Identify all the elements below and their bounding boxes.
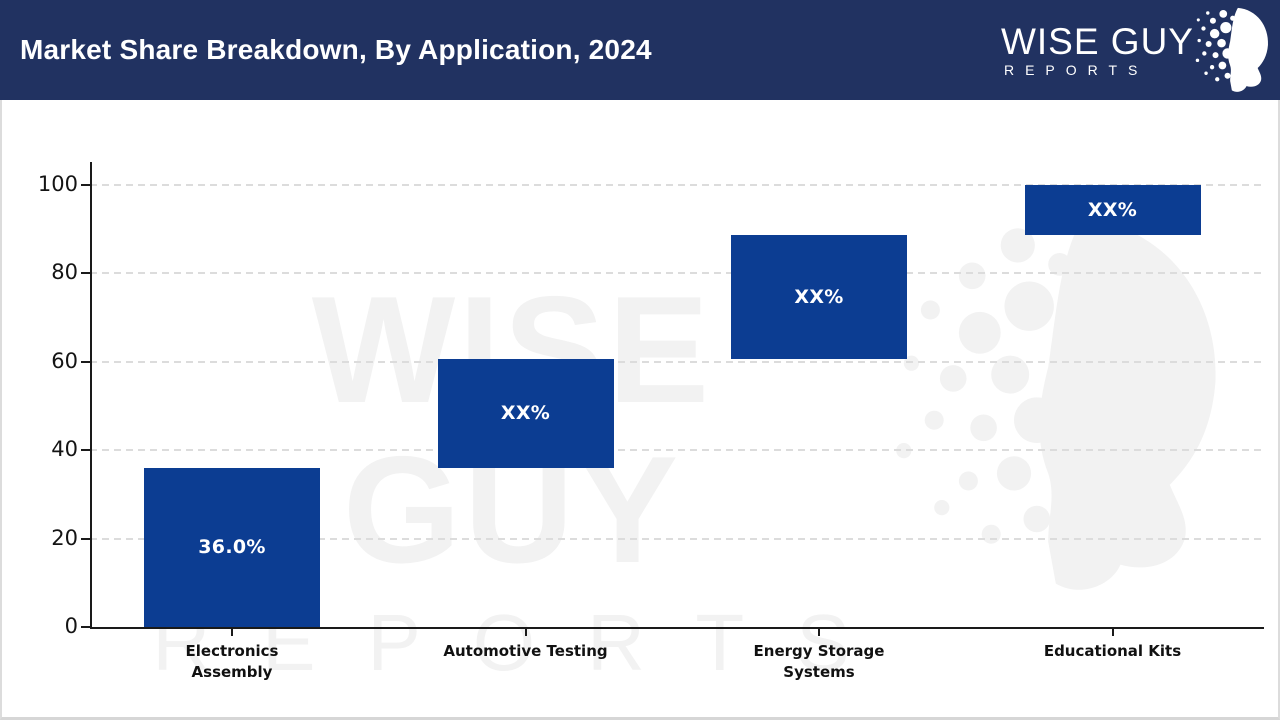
y-tick-0 — [81, 626, 90, 628]
wiseguy-head-icon — [1195, 7, 1269, 92]
y-tick-label-40: 40 — [51, 437, 78, 461]
x-tick-2 — [524, 627, 527, 636]
y-tick-label-20: 20 — [51, 525, 78, 550]
bar-value-label: XX% — [794, 286, 844, 309]
x-tick-3 — [818, 627, 820, 636]
bar-value-label: 36.0% — [198, 536, 266, 559]
watermark-head-icon — [896, 218, 1216, 590]
bar-segment-1: 36.0% — [144, 467, 320, 627]
x-axis-line — [90, 627, 1264, 629]
category-label-4: Educational Kits — [1043, 642, 1182, 660]
category-label-3: Energy Storage Systems — [753, 642, 885, 681]
gridline-20 — [90, 537, 1264, 540]
page-title: Market Share Breakdown, By Application, … — [20, 34, 652, 65]
y-tick-20 — [81, 537, 90, 540]
x-tick-4 — [1111, 627, 1114, 636]
gridline-40 — [90, 449, 1264, 451]
y-tick-80 — [81, 272, 90, 274]
chart-area: WISE GUY REPORTS 0 20 40 60 80 100 36.0% Electr… — [0, 100, 1280, 720]
x-tick-1 — [231, 627, 233, 636]
y-tick-label-100: 100 — [37, 171, 78, 196]
header-bar: Market Share Breakdown, By Application, … — [0, 0, 1280, 100]
y-tick-40 — [81, 449, 90, 451]
gridline-80 — [90, 272, 1264, 274]
y-tick-60 — [81, 360, 90, 363]
bar-value-label: XX% — [1087, 198, 1138, 221]
bar-segment-3: XX% — [731, 235, 907, 360]
brand-name: WISE GUY — [1000, 20, 1194, 62]
gridline-100 — [90, 183, 1264, 186]
y-tick-label-0: 0 — [64, 614, 78, 638]
gridline-60 — [90, 360, 1264, 363]
bar-segment-4: XX% — [1024, 184, 1201, 236]
bar-value-label: XX% — [500, 402, 551, 425]
bar-segment-2: XX% — [437, 359, 614, 468]
y-tick-100 — [81, 183, 90, 186]
category-label-2: Automotive Testing — [443, 642, 608, 660]
brand-subname: REPORTS — [1003, 61, 1149, 78]
category-label-1: Electronics Assembly — [185, 642, 279, 681]
y-tick-label-60: 60 — [51, 348, 78, 373]
brand-logo: WISE GUY REPORTS — [1001, 4, 1274, 96]
y-tick-label-80: 80 — [51, 260, 78, 284]
y-axis-line — [90, 162, 92, 629]
